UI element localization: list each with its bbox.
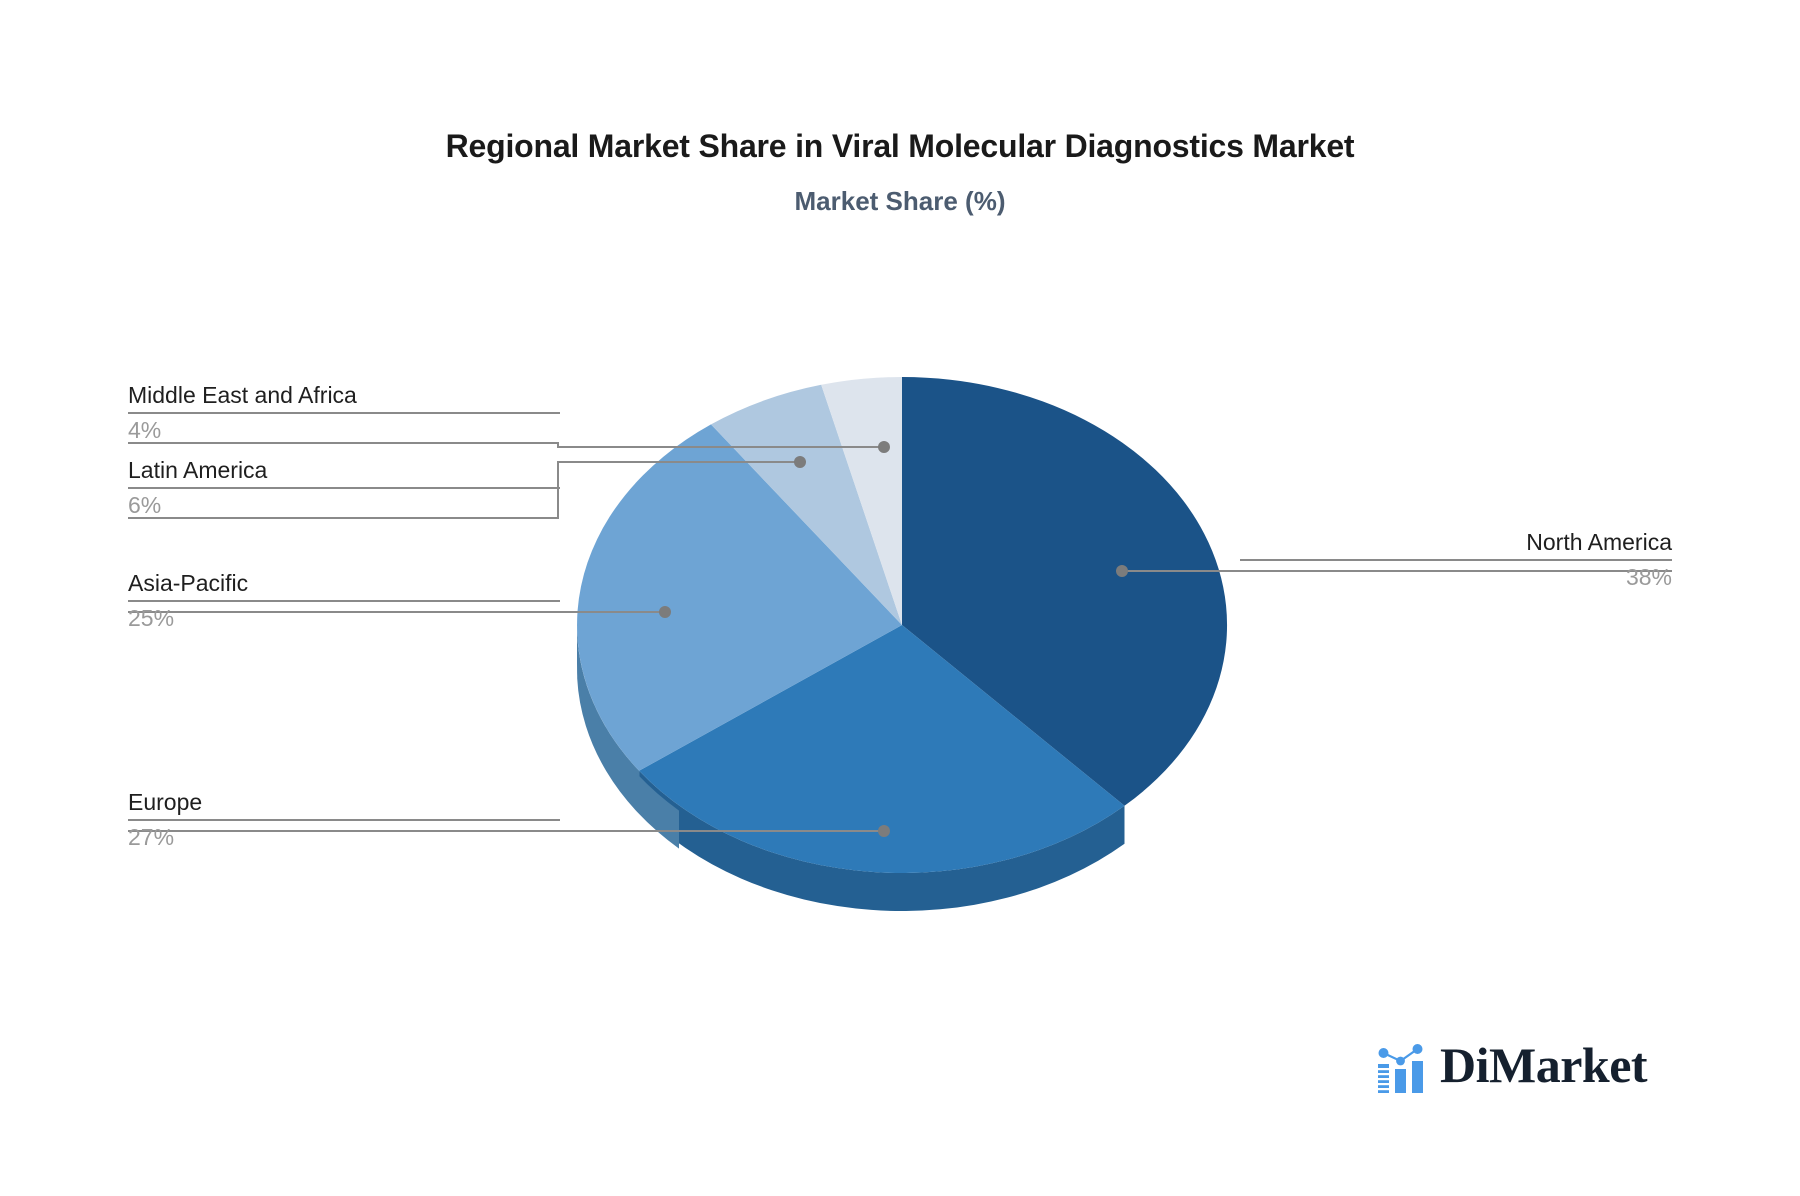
callout-middle-east-and-africa: Middle East and Africa 4% — [128, 380, 560, 445]
callout-label-middle-east-and-africa: Middle East and Africa — [128, 382, 357, 408]
leader-dot-asia-pacific — [659, 606, 671, 618]
bar-chart-icon — [1378, 1044, 1423, 1093]
pie-depth-europe — [577, 625, 640, 809]
callout-label-asia-pacific: Asia-Pacific — [128, 570, 249, 596]
leader-dot-north-america — [1116, 565, 1128, 577]
pie-slice-north-america — [902, 377, 1228, 806]
callout-rule-asia-pacific — [128, 600, 560, 602]
leader-dot-middle-east-and-africa — [878, 441, 890, 453]
pie-slice-europe — [639, 625, 1125, 874]
callout-label-latin-america: Latin America — [128, 457, 268, 483]
callout-asia-pacific: Asia-Pacific 25% — [128, 568, 560, 633]
pie-depth-north-america — [639, 770, 1125, 912]
callout-rule-north-america — [1240, 559, 1672, 561]
pie-depth-asia-pacific — [577, 640, 679, 849]
callout-label-europe: Europe — [128, 789, 203, 815]
callout-rule-middle-east-and-africa — [128, 412, 560, 414]
callout-value-europe: 27% — [128, 824, 175, 850]
callout-value-latin-america: 6% — [128, 492, 162, 518]
callout-value-middle-east-and-africa: 4% — [128, 417, 162, 443]
callout-latin-america: Latin America 6% — [128, 455, 560, 520]
pie-slice-latin-america — [711, 384, 902, 625]
page-title: Regional Market Share in Viral Molecular… — [445, 128, 1355, 164]
chart-subtitle: Market Share (%) — [794, 186, 1006, 216]
pie-slices — [577, 377, 1228, 874]
callout-value-asia-pacific: 25% — [128, 605, 175, 631]
callout-europe: Europe 27% — [128, 787, 560, 852]
pie-depth-walls — [577, 625, 1125, 912]
leader-dot-europe — [878, 825, 890, 837]
pie-slice-asia-pacific — [577, 424, 902, 771]
callout-rule-europe — [128, 819, 560, 821]
brand-logo: DiMarket — [1374, 1037, 1648, 1093]
pie-slice-middle-east-and-africa — [821, 377, 902, 625]
callout-rule-latin-america — [128, 487, 560, 489]
leader-dot-latin-america — [794, 456, 806, 468]
callout-label-north-america: North America — [1526, 529, 1672, 555]
callout-value-north-america: 38% — [1625, 564, 1672, 590]
brand-name: DiMarket — [1440, 1037, 1648, 1093]
callout-north-america: North America 38% — [1240, 527, 1672, 592]
